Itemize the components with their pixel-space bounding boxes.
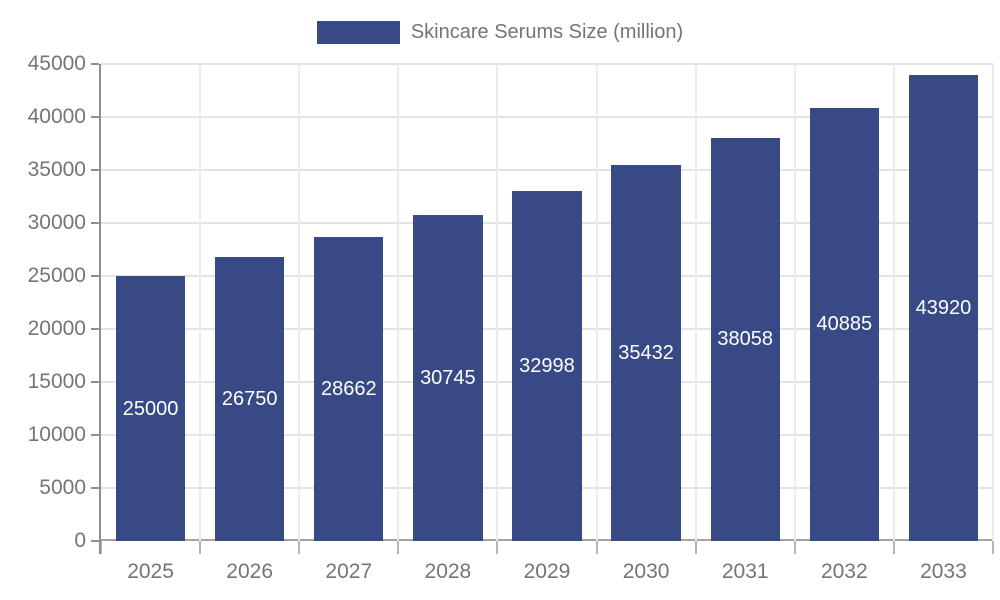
y-tick-0 <box>91 540 99 542</box>
vgrid-line-5 <box>595 64 598 541</box>
x-tick-label-2029: 2029 <box>523 560 571 583</box>
bar-2032: 40885 <box>809 107 880 541</box>
y-tick-30000 <box>91 222 99 224</box>
bar-2028: 30745 <box>413 215 483 541</box>
x-tick-label-2026: 2026 <box>226 560 274 583</box>
x-tick-label-2030: 2030 <box>622 560 670 583</box>
bar-value-label-2031: 38058 <box>717 328 774 351</box>
x-tick-7 <box>793 541 796 554</box>
bar-2025: 25000 <box>115 276 186 541</box>
y-tick-35000 <box>91 169 99 171</box>
x-tick-label-2033: 2033 <box>920 560 967 583</box>
plot-area: 25000 26750 28662 30745 32998 35432 38058 40885… <box>101 63 994 541</box>
y-tick-label-35000: 35000 <box>27 158 86 181</box>
legend-swatch <box>316 20 400 44</box>
vgrid-line-4 <box>496 64 499 541</box>
x-tick-9 <box>992 541 994 554</box>
y-tick-label-25000: 25000 <box>27 264 86 287</box>
vgrid-line-2 <box>298 64 301 541</box>
y-tick-25000 <box>91 275 99 277</box>
y-tick-label-5000: 5000 <box>39 476 86 499</box>
bar-value-label-2032: 40885 <box>816 313 873 336</box>
y-tick-10000 <box>91 434 99 436</box>
legend[interactable]: Skincare Serums Size (million) <box>0 18 1000 46</box>
vgrid-line-1 <box>199 64 202 541</box>
y-tick-15000 <box>91 381 99 383</box>
x-tick-3 <box>397 541 400 554</box>
bar-2030: 35432 <box>611 165 681 541</box>
bar-value-label-2033: 43920 <box>915 297 972 320</box>
legend-label: Skincare Serums Size (million) <box>410 20 684 43</box>
x-tick-5 <box>595 541 598 554</box>
x-tick-label-2032: 2032 <box>820 560 868 583</box>
bar-value-label-2027: 28662 <box>320 378 377 401</box>
bar-2029: 32998 <box>512 191 582 541</box>
y-tick-label-40000: 40000 <box>27 105 86 128</box>
x-tick-label-2031: 2031 <box>721 560 769 583</box>
hgrid-line-45000 <box>101 63 993 65</box>
x-tick-label-2025: 2025 <box>127 560 174 583</box>
bar-2026: 26750 <box>214 257 285 541</box>
bar-2033: 43920 <box>908 75 979 541</box>
y-tick-20000 <box>91 328 99 330</box>
vgrid-line-7 <box>793 64 796 541</box>
x-tick-0 <box>100 541 102 554</box>
hgrid-line-40000 <box>101 116 993 118</box>
y-tick-40000 <box>91 116 99 118</box>
y-tick-5000 <box>91 487 99 489</box>
hgrid-line-35000 <box>101 169 993 171</box>
bar-value-label-2030: 35432 <box>618 342 674 365</box>
bar-value-label-2025: 25000 <box>122 397 179 420</box>
y-axis-line <box>99 64 101 554</box>
bar-2031: 38058 <box>710 137 780 541</box>
x-tick-8 <box>892 541 895 554</box>
x-tick-label-2028: 2028 <box>424 560 472 583</box>
bar-value-label-2028: 30745 <box>420 367 476 390</box>
vgrid-line-3 <box>397 64 400 541</box>
x-tick-label-2027: 2027 <box>325 560 373 583</box>
vgrid-line-8 <box>892 64 895 541</box>
bar-2027: 28662 <box>314 237 384 541</box>
x-tick-1 <box>199 541 202 554</box>
y-tick-label-20000: 20000 <box>27 317 86 340</box>
y-tick-45000 <box>91 63 99 65</box>
x-tick-2 <box>298 541 301 554</box>
y-tick-label-45000: 45000 <box>27 52 86 75</box>
bar-value-label-2029: 32998 <box>519 355 575 378</box>
vgrid-line-6 <box>694 64 697 541</box>
bar-value-label-2026: 26750 <box>221 388 278 411</box>
x-tick-6 <box>694 541 697 554</box>
y-tick-label-15000: 15000 <box>27 370 86 393</box>
y-tick-label-10000: 10000 <box>27 423 86 446</box>
x-tick-4 <box>496 541 499 554</box>
vgrid-line-9 <box>992 64 994 541</box>
y-tick-label-0: 0 <box>74 529 86 552</box>
y-tick-label-30000: 30000 <box>27 211 86 234</box>
